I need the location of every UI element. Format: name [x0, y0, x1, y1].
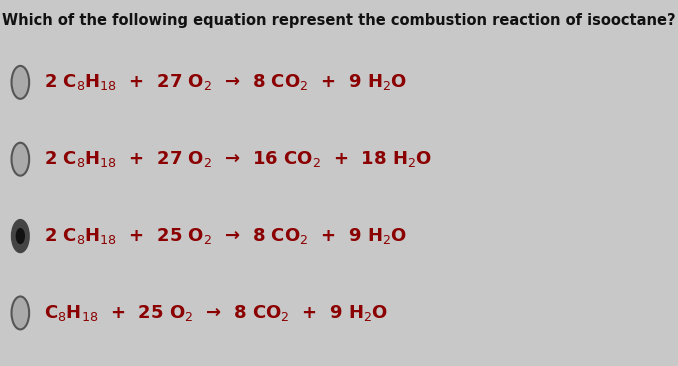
Ellipse shape [16, 229, 24, 243]
Text: 2 C$_8$H$_{18}$  +  27 O$_2$  →  8 CO$_2$  +  9 H$_2$O: 2 C$_8$H$_{18}$ + 27 O$_2$ → 8 CO$_2$ + … [44, 72, 407, 92]
Text: C$_8$H$_{18}$  +  25 O$_2$  →  8 CO$_2$  +  9 H$_2$O: C$_8$H$_{18}$ + 25 O$_2$ → 8 CO$_2$ + 9 … [44, 303, 388, 323]
Ellipse shape [12, 220, 29, 253]
Text: 2 C$_8$H$_{18}$  +  25 O$_2$  →  8 CO$_2$  +  9 H$_2$O: 2 C$_8$H$_{18}$ + 25 O$_2$ → 8 CO$_2$ + … [44, 226, 407, 246]
Ellipse shape [12, 296, 29, 329]
Text: 2 C$_8$H$_{18}$  +  27 O$_2$  →  16 CO$_2$  +  18 H$_2$O: 2 C$_8$H$_{18}$ + 27 O$_2$ → 16 CO$_2$ +… [44, 149, 433, 169]
Ellipse shape [12, 66, 29, 99]
Ellipse shape [12, 143, 29, 176]
Text: Which of the following equation represent the combustion reaction of isooctane?: Which of the following equation represen… [2, 13, 676, 28]
